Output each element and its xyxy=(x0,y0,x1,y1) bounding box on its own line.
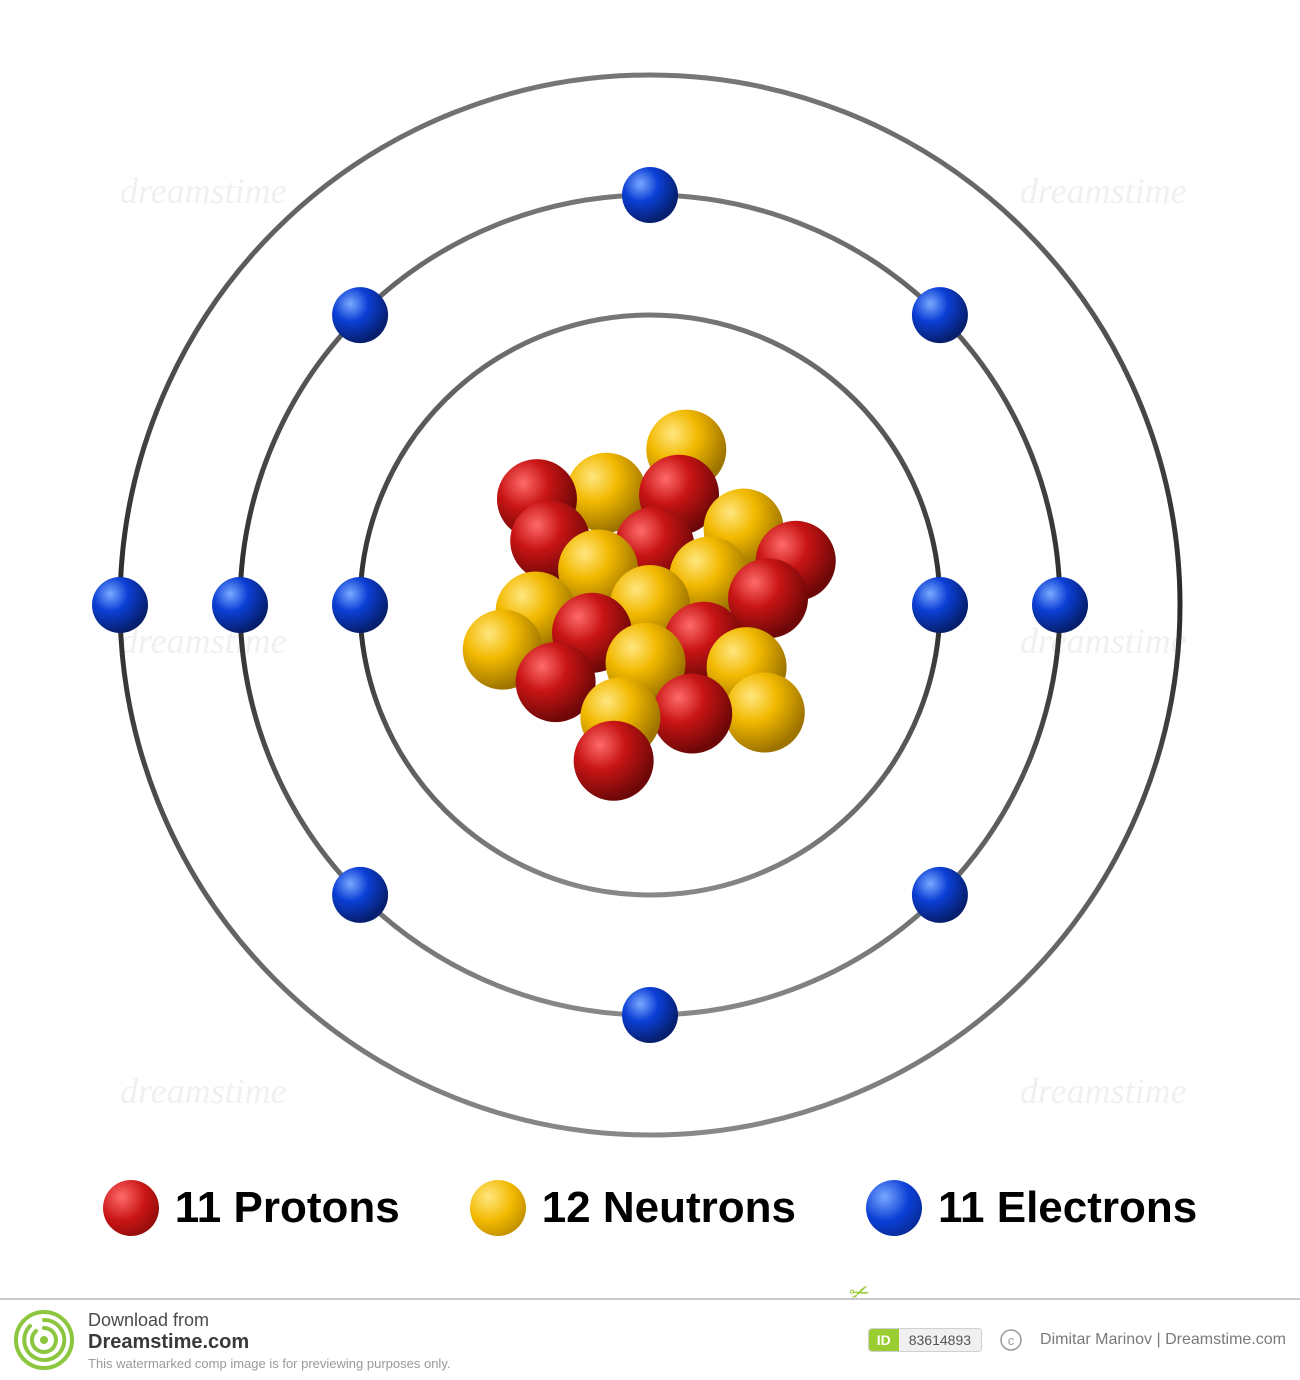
proton xyxy=(652,674,732,754)
id-value: 83614893 xyxy=(899,1329,981,1351)
disclaimer-text: This watermarked comp image is for previ… xyxy=(88,1356,450,1371)
legend-label-electrons: 11 Electrons xyxy=(938,1183,1197,1233)
electron xyxy=(332,577,388,633)
legend: 11 Protons 12 Neutrons 11 Electrons xyxy=(0,1180,1300,1236)
footer-left: Download from Dreamstime.com This waterm… xyxy=(0,1300,450,1380)
image-id-badge: ID 83614893 xyxy=(868,1328,982,1352)
legend-item-protons: 11 Protons xyxy=(103,1180,400,1236)
author-credit: Dimitar Marinov | Dreamstime.com xyxy=(1040,1331,1286,1349)
proton xyxy=(574,721,654,801)
footer-text: Download from Dreamstime.com This waterm… xyxy=(88,1310,450,1371)
protons-sphere-icon xyxy=(103,1180,159,1236)
page: dreamstimedreamstimedreamstimedreamstime… xyxy=(0,0,1300,1380)
legend-label-protons: 11 Protons xyxy=(175,1183,400,1233)
site-name: Dreamstime.com xyxy=(88,1331,450,1354)
footer-right: ID 83614893 c Dimitar Marinov | Dreamsti… xyxy=(868,1300,1300,1380)
electron xyxy=(912,867,968,923)
footer: Download from Dreamstime.com This waterm… xyxy=(0,1298,1300,1380)
electron xyxy=(912,287,968,343)
copyright-icon: c xyxy=(1000,1329,1022,1351)
neutron xyxy=(725,673,805,753)
electron xyxy=(1032,577,1088,633)
electron xyxy=(92,577,148,633)
nucleus xyxy=(463,410,836,801)
dreamstime-logo-icon xyxy=(14,1310,74,1370)
electron xyxy=(622,987,678,1043)
legend-item-neutrons: 12 Neutrons xyxy=(470,1180,796,1236)
electron xyxy=(332,287,388,343)
download-from-label: Download from xyxy=(88,1310,450,1331)
legend-item-electrons: 11 Electrons xyxy=(866,1180,1197,1236)
id-label: ID xyxy=(869,1329,899,1351)
electron xyxy=(332,867,388,923)
electron xyxy=(912,577,968,633)
electron xyxy=(212,577,268,633)
svg-text:c: c xyxy=(1008,1333,1015,1348)
electron xyxy=(622,167,678,223)
atom-diagram xyxy=(0,0,1300,1300)
electrons-sphere-icon xyxy=(866,1180,922,1236)
legend-label-neutrons: 12 Neutrons xyxy=(542,1183,796,1233)
neutrons-sphere-icon xyxy=(470,1180,526,1236)
